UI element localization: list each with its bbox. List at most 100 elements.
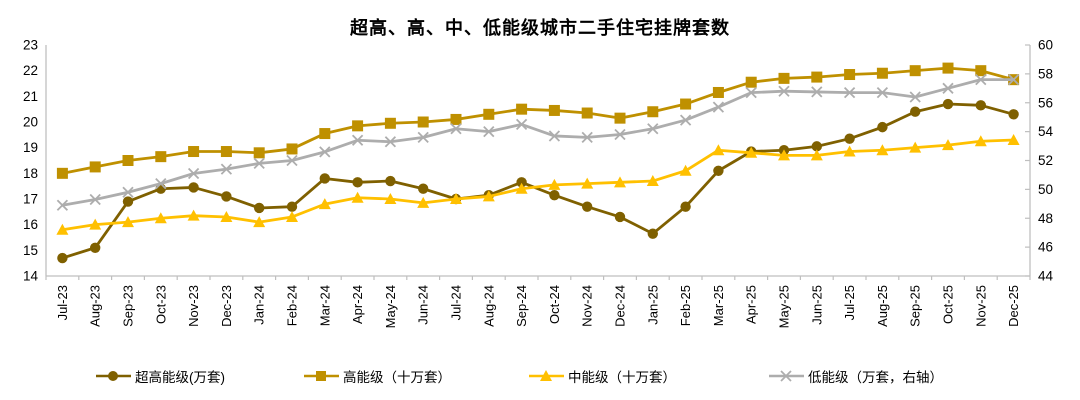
x-marker-icon [769, 370, 804, 382]
right-axis-tick-label: 44 [1038, 269, 1054, 284]
series-mid-marker [450, 193, 462, 204]
series-mid-marker [351, 191, 364, 203]
x-axis-category-label: Jul-23 [55, 285, 70, 320]
series-mid-marker [286, 210, 298, 222]
chart-title: 超高、高、中、低能级城市二手住宅挂牌套数 [350, 18, 730, 38]
series-mid-marker [745, 146, 758, 158]
series-low-marker [384, 136, 397, 148]
series-ultra-marker [942, 98, 954, 110]
series-ultra-marker [418, 183, 429, 194]
series-ultra-marker [844, 133, 855, 144]
legend-label-high: 高能级（十万套） [343, 370, 451, 385]
series-mid-marker [1007, 133, 1020, 145]
series-low-marker [89, 193, 101, 206]
series-low-marker [679, 114, 692, 126]
series-high-marker [745, 76, 757, 88]
series-high-marker [844, 69, 856, 81]
x-axis-category-label: May-25 [777, 285, 792, 328]
series-high-marker [811, 71, 823, 83]
x-axis-category-label: Aug-25 [875, 285, 890, 327]
series-high-marker [876, 67, 888, 79]
series-ultra-marker [647, 228, 658, 239]
series-mid-marker [122, 216, 134, 228]
series-low-marker [614, 128, 626, 141]
x-axis-category-label: Sep-23 [121, 285, 136, 327]
series-high-marker [188, 146, 200, 158]
x-axis-category-label: Jun-24 [416, 285, 431, 325]
x-axis-category-label: Dec-24 [613, 285, 628, 327]
series-ultra-marker [57, 252, 68, 264]
series-high-marker [581, 107, 593, 119]
left-axis-tick-label: 19 [23, 140, 38, 155]
series-ultra-marker [910, 106, 921, 117]
x-axis-category-label: Nov-25 [973, 285, 988, 327]
series-low-marker [155, 177, 167, 190]
series-mid-marker [974, 135, 987, 147]
x-axis-category-label: Aug-23 [88, 285, 103, 327]
series-mid-marker [253, 216, 266, 228]
series-high-line [61, 66, 1015, 175]
right-axis-tick-label: 60 [1038, 38, 1053, 53]
right-axis-tick-label: 52 [1038, 153, 1053, 168]
series-high-marker [286, 143, 298, 155]
series-high-marker [548, 104, 560, 116]
series-low-marker [712, 101, 725, 113]
series-ultra-marker [188, 182, 199, 193]
right-axis-tick-label: 50 [1038, 182, 1053, 197]
x-axis-category-label: Sep-24 [514, 285, 529, 327]
series-low-marker [253, 157, 265, 170]
series-high-marker [975, 65, 987, 77]
x-axis-category-label: Jul-25 [842, 285, 857, 320]
x-axis-category-label: Jul-24 [449, 285, 464, 320]
series-mid-marker [187, 209, 200, 221]
series-mid-marker [614, 176, 626, 188]
series-high-marker [319, 128, 331, 140]
series-high-marker [680, 98, 692, 110]
legend-label-ultra: 超高能级(万套) [135, 370, 225, 385]
series-low-marker [122, 186, 134, 198]
series-mid-marker [810, 149, 823, 161]
x-axis-category-label: Nov-24 [580, 285, 595, 327]
x-axis-category-label: Oct-23 [153, 285, 168, 324]
left-axis-tick-label: 17 [23, 192, 38, 207]
series-mid-marker [876, 144, 889, 156]
legend-item-high: 高能级（十万套） [303, 366, 451, 386]
series-high-marker [122, 155, 134, 166]
x-axis-category-label: Oct-24 [547, 285, 562, 324]
legend-item-mid: 中能级（十万套） [528, 366, 676, 386]
series-high-marker [220, 146, 232, 158]
series-mid-marker [778, 149, 790, 161]
legend-item-ultra: 超高能级(万套) [95, 366, 225, 386]
series-low-marker [778, 85, 790, 97]
x-axis-category-label: Feb-25 [678, 285, 693, 326]
series-mid-marker [318, 198, 331, 210]
series-high-marker [155, 151, 167, 163]
series-ultra-line [61, 102, 1015, 260]
x-axis-category-label: Feb-24 [285, 285, 300, 326]
right-axis-tick-label: 48 [1038, 211, 1053, 226]
series-low-marker [450, 123, 462, 135]
series-low-marker [811, 86, 823, 98]
series-ultra-marker [614, 211, 626, 223]
right-axis-tick-label: 54 [1038, 124, 1054, 139]
series-mid-marker [909, 141, 922, 153]
series-low-marker [548, 130, 561, 142]
series-low-marker [581, 131, 593, 144]
left-axis-tick-label: 20 [23, 115, 38, 130]
series-low-marker [483, 125, 495, 138]
series-low-marker [1007, 74, 1020, 86]
series-ultra-marker [582, 201, 593, 212]
x-axis-category-label: Nov-23 [186, 285, 201, 327]
series-ultra-marker [811, 141, 822, 152]
series-high-marker [253, 147, 265, 159]
series-mid-marker [417, 196, 430, 208]
series-low-marker [56, 199, 69, 211]
series-ultra-marker [975, 100, 986, 111]
series-mid-marker [515, 182, 528, 194]
left-axis-tick-label: 22 [23, 63, 38, 78]
square-marker-icon [304, 371, 339, 381]
series-low-marker [286, 154, 298, 167]
series-high-marker [384, 117, 396, 129]
x-axis-category-label: Mar-24 [317, 285, 332, 326]
right-axis-tick-label: 46 [1038, 240, 1053, 255]
